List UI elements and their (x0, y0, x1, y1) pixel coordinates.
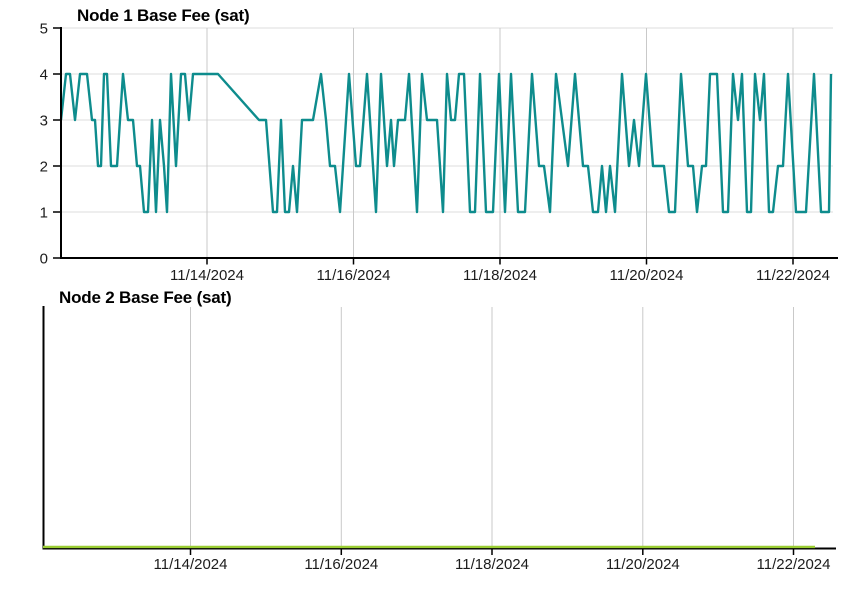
x-tick-label: 11/16/2024 (304, 556, 378, 573)
node1-chart-title: Node 1 Base Fee (sat) (77, 6, 250, 25)
x-tick-label: 11/16/2024 (317, 267, 391, 284)
node2-base-fee-chart: 11/14/2024 11/16/2024 11/18/2024 11/20/2024… (42, 306, 836, 573)
y-tick-label: 4 (40, 67, 48, 84)
x-tick-label: 11/14/2024 (170, 267, 244, 284)
x-tick-label: 11/20/2024 (606, 556, 680, 573)
x-tick-label: 11/22/2024 (757, 556, 831, 573)
y-tick-label: 0 (40, 251, 48, 268)
series-line (59, 72, 833, 214)
y-tick-label: 3 (40, 113, 48, 130)
node2-chart-title: Node 2 Base Fee (sat) (59, 288, 232, 307)
y-tick-label: 5 (40, 21, 48, 38)
y-tick-label: 1 (40, 205, 48, 222)
x-tick-label: 11/18/2024 (455, 556, 529, 573)
node1-base-fee-chart: 11/14/2024 11/16/2024 11/18/2024 11/20/2024… (40, 21, 838, 284)
x-tick-label: 11/14/2024 (154, 556, 228, 573)
x-tick-label: 11/18/2024 (463, 267, 537, 284)
x-tick-label: 11/22/2024 (756, 267, 830, 284)
x-tick-label: 11/20/2024 (610, 267, 684, 284)
y-tick-label: 2 (40, 159, 48, 176)
